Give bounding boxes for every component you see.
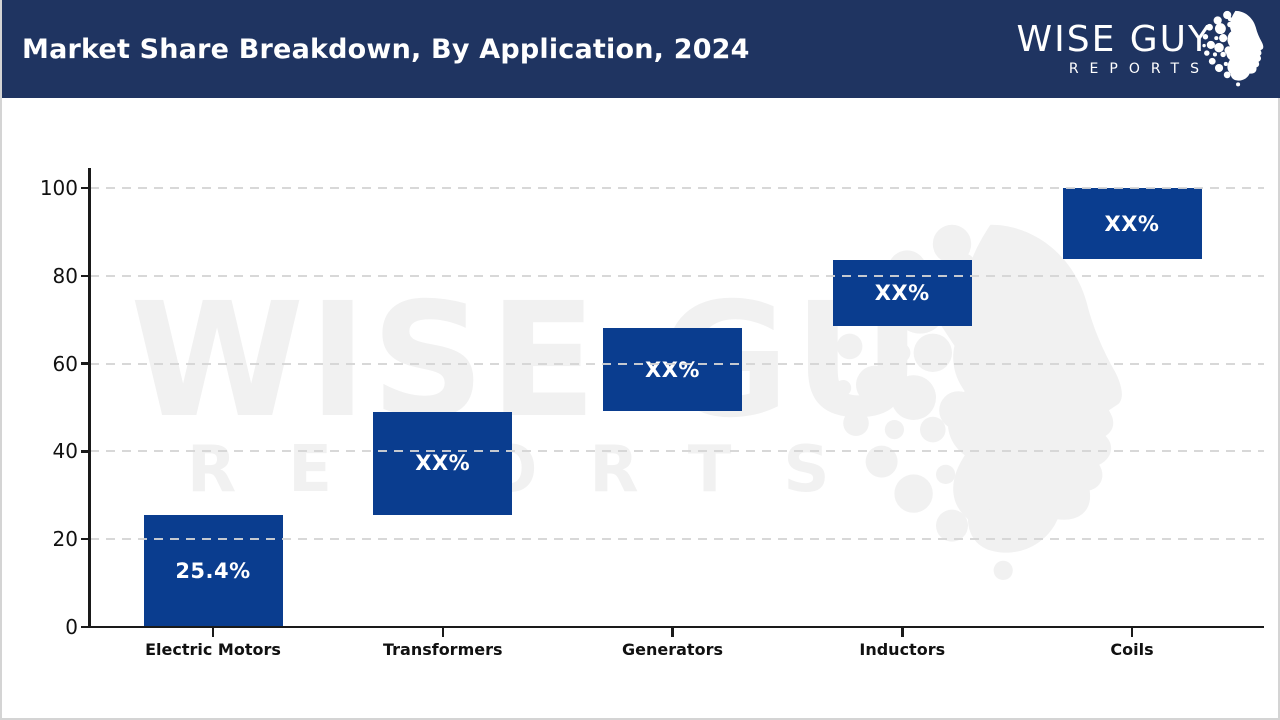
y-tick-60 [81,362,90,365]
logo-wiseguy-label: WISE GUY [1016,18,1212,60]
x-tick-1 [441,628,444,637]
x-category-label-2: Generators [622,640,723,659]
y-tick-label-40: 40 [52,439,78,464]
bar-electric-motors: 25.4% [143,515,283,627]
y-tick-label-60: 60 [52,351,78,376]
y-tick-label-80: 80 [52,263,78,288]
y-tick-0 [81,625,90,629]
y-tick-40 [81,450,90,453]
y-tick-100 [81,186,90,190]
wise-guy-logo: WISE GUY REPORTS [1017,8,1280,90]
bar-generators: XX% [603,328,742,411]
x-category-label-1: Transformers [382,640,503,659]
logo-reports-label: REPORTS [1068,60,1210,77]
x-category-label-4: Coils [1110,640,1154,659]
bar-value-label: XX% [1104,211,1160,236]
y-tick-20 [81,537,90,541]
bar-transformers: XX% [373,411,513,515]
bar-inductors: XX% [832,259,972,327]
header: Market Share Breakdown, By Application, … [2,0,1280,98]
logo-text: WISE GUY REPORTS [1016,18,1213,77]
y-tick-label-100: 100 [39,176,78,200]
bar-value-label: 25.4% [175,559,251,584]
x-tick-2 [671,628,674,637]
y-axis-line [88,168,91,627]
bar-coils: XX% [1062,188,1202,260]
gridline-40 [90,450,1264,453]
gridline-80 [90,274,1264,277]
x-category-label-3: Inductors [859,640,946,659]
y-tick-label-20: 20 [52,527,78,552]
x-tick-0 [211,628,215,637]
x-tick-4 [1130,628,1134,637]
x-category-label-0: Electric Motors [145,640,281,659]
bar-value-label: XX% [874,281,930,306]
bar-value-label: XX% [415,451,471,476]
bar-value-label: XX% [645,357,700,382]
x-tick-3 [901,628,904,637]
page-title: Market Share Breakdown, By Application, … [22,33,750,65]
x-axis-line [88,625,1264,628]
y-tick-80 [81,274,90,278]
y-tick-label-0: 0 [65,615,78,639]
